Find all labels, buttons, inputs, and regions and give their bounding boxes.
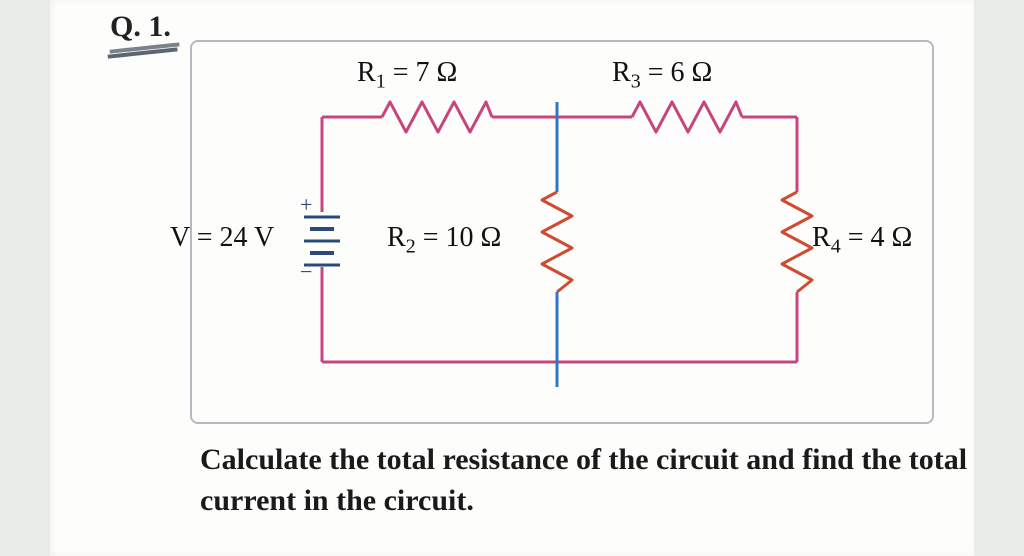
question-number: Q. 1. [110,10,171,44]
page-background: Q. 1. R1 = 7 Ω R3 = 6 Ω V = 24 V R2 = 10… [50,0,974,556]
question-caption: Calculate the total resistance of the ci… [200,440,970,521]
diagram-frame: R1 = 7 Ω R3 = 6 Ω V = 24 V R2 = 10 Ω R4 … [190,40,934,424]
circuit-svg [192,42,932,422]
